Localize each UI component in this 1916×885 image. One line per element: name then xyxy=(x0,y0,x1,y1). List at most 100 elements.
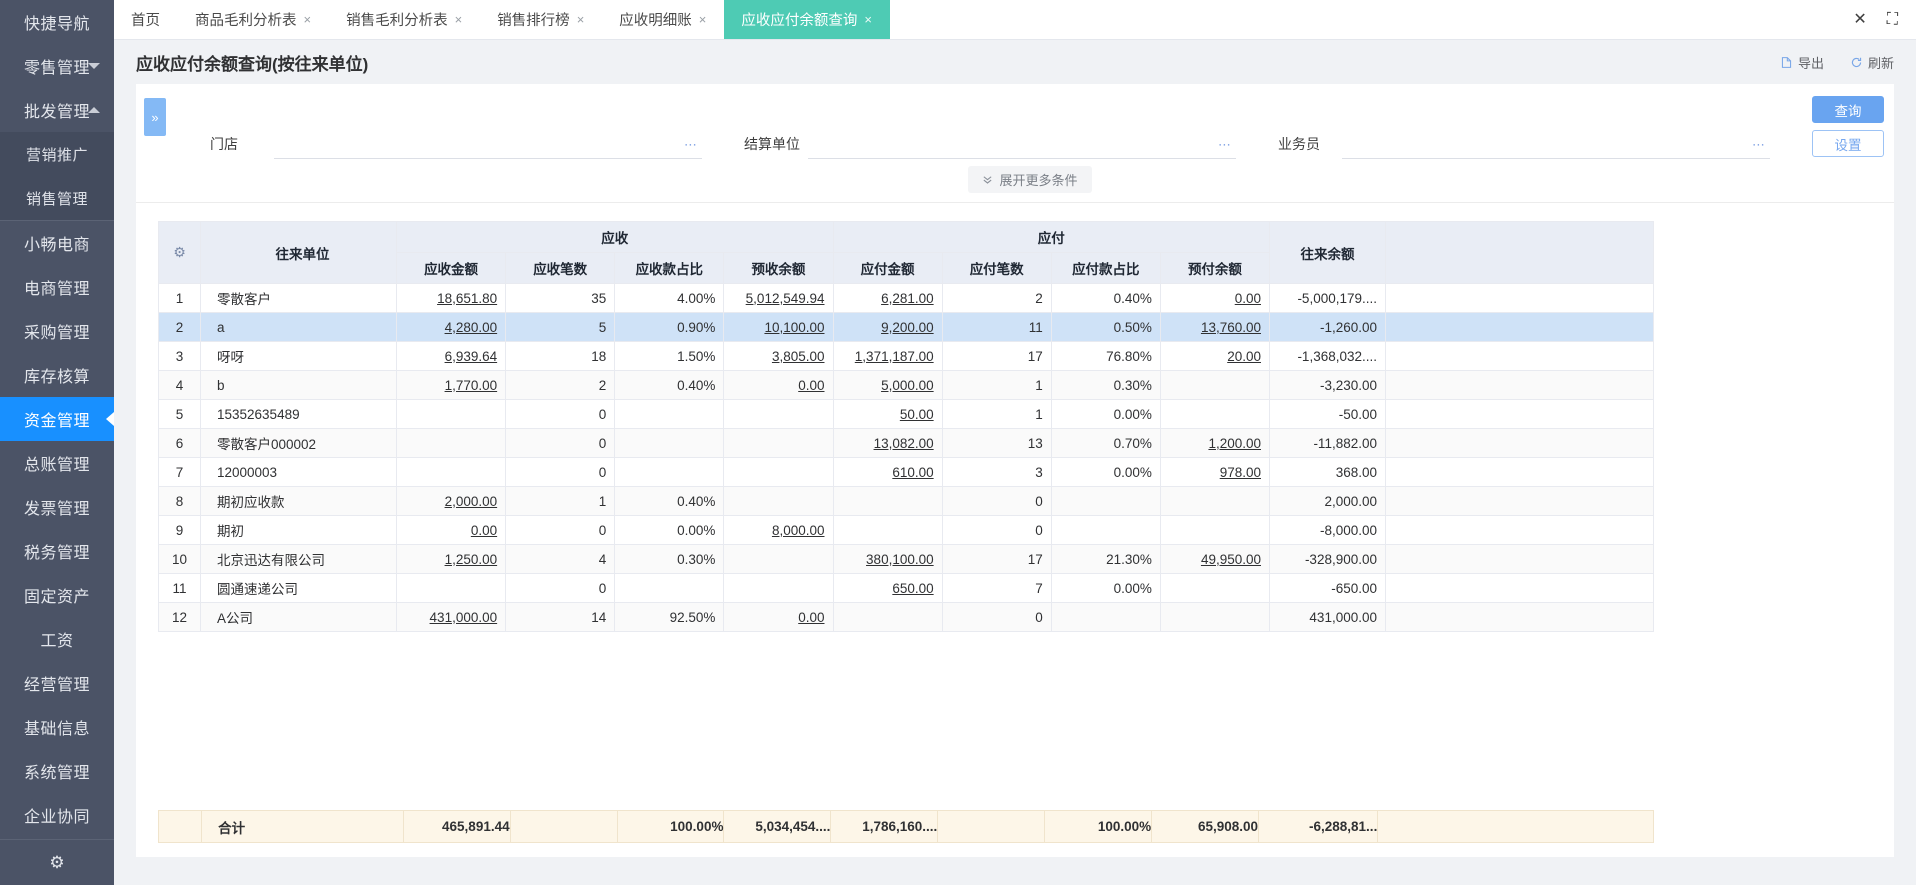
sidebar-item-2[interactable]: 批发管理 xyxy=(0,88,114,132)
cell-link-r_amt[interactable]: 1,770.00 xyxy=(444,377,498,393)
cell-p_amt: 6,281.00 xyxy=(832,283,943,313)
cell-link-r_amt[interactable]: 0.00 xyxy=(470,522,498,538)
col-subheader-1[interactable]: 应收笔数 xyxy=(505,252,616,284)
settings-button[interactable]: 设置 xyxy=(1812,130,1884,157)
table-row[interactable]: 7 12000003 0 610.00 3 0.00% 978.00 368.00 xyxy=(158,457,1654,487)
sidebar-item-16[interactable]: 基础信息 xyxy=(0,705,114,749)
col-subheader-4[interactable]: 应付金额 xyxy=(832,252,943,284)
tab-1[interactable]: 商品毛利分析表 × xyxy=(178,0,329,39)
fullscreen-icon[interactable]: ⛶ xyxy=(1886,10,1898,28)
filter-picker-icon-0[interactable]: ⋯ xyxy=(684,137,698,152)
cell-link-p_amt[interactable]: 380,100.00 xyxy=(866,551,934,567)
cell-link-r_pre[interactable]: 5,012,549.94 xyxy=(745,290,825,306)
col-subheader-3[interactable]: 预收余额 xyxy=(723,252,834,284)
cell-link-p_amt[interactable]: 9,200.00 xyxy=(881,319,934,335)
cell-link-p_pre[interactable]: 20.00 xyxy=(1227,348,1261,364)
cell-link-p_pre[interactable]: 13,760.00 xyxy=(1200,319,1261,335)
sidebar-item-6[interactable]: 电商管理 xyxy=(0,265,114,309)
export-button[interactable]: 导出 xyxy=(1780,53,1824,72)
cell-link-r_pre[interactable]: 8,000.00 xyxy=(771,522,825,538)
cell-link-p_pre[interactable]: 978.00 xyxy=(1219,464,1261,480)
table-row[interactable]: 12 A公司 431,000.00 14 92.50% 0.00 0 431,000.00 xyxy=(158,602,1654,632)
filter-collapse-toggle[interactable]: » xyxy=(144,98,166,136)
col-subheader-0[interactable]: 应收金额 xyxy=(395,252,507,284)
cell-link-r_amt[interactable]: 6,939.64 xyxy=(444,348,498,364)
sidebar-item-0[interactable]: 快捷导航 xyxy=(0,0,114,44)
sidebar-item-3[interactable]: 营销推广 xyxy=(0,132,114,176)
table-row[interactable]: 3 呀呀 6,939.64 18 1.50% 3,805.00 1,371,187.00 17… xyxy=(158,341,1654,371)
cell-link-r_pre[interactable]: 0.00 xyxy=(798,609,825,625)
page-header: 应收应付余额查询(按往来单位) 导出 刷新 xyxy=(114,40,1916,84)
sidebar-item-17[interactable]: 系统管理 xyxy=(0,749,114,793)
table-row[interactable]: 6 零散客户000002 0 13,082.00 13 0.70% 1,200.00 -11,… xyxy=(158,428,1654,458)
tab-close-icon[interactable]: × xyxy=(864,12,872,27)
cell-link-p_amt[interactable]: 5,000.00 xyxy=(881,377,934,393)
cell-link-r_amt[interactable]: 431,000.00 xyxy=(429,609,498,625)
tab-2[interactable]: 销售毛利分析表 × xyxy=(329,0,480,39)
col-header-party[interactable]: 往来单位 xyxy=(200,221,397,284)
cell-link-p_pre[interactable]: 1,200.00 xyxy=(1208,435,1261,451)
tab-5[interactable]: 应收应付余额查询 × xyxy=(724,0,890,39)
sidebar-item-15[interactable]: 经营管理 xyxy=(0,661,114,705)
cell-link-r_pre[interactable]: 0.00 xyxy=(798,377,825,393)
col-subheader-2[interactable]: 应收款占比 xyxy=(614,252,725,284)
col-subheader-6[interactable]: 应付款占比 xyxy=(1050,252,1161,284)
tab-close-icon[interactable]: × xyxy=(576,12,585,27)
cell-link-r_pre[interactable]: 3,805.00 xyxy=(771,348,825,364)
cell-link-r_pre[interactable]: 10,100.00 xyxy=(764,319,825,335)
sidebar-item-14[interactable]: 工资 xyxy=(0,617,114,661)
sidebar-item-8[interactable]: 库存核算 xyxy=(0,353,114,397)
table-row[interactable]: 11 圆通速递公司 0 650.00 7 0.00% -650.00 xyxy=(158,573,1654,603)
cell-link-p_pre[interactable]: 49,950.00 xyxy=(1200,551,1261,567)
refresh-button[interactable]: 刷新 xyxy=(1850,53,1894,72)
table-row[interactable]: 2 a 4,280.00 5 0.90% 10,100.00 9,200.00 11 0.50%… xyxy=(158,312,1654,342)
col-subheader-7[interactable]: 预付余额 xyxy=(1159,252,1271,284)
tab-4[interactable]: 应收明细账 × xyxy=(602,0,724,39)
expand-more-conditions-button[interactable]: 展开更多条件 xyxy=(968,166,1092,193)
sidebar-item-4[interactable]: 销售管理 xyxy=(0,176,114,220)
cell-link-p_amt[interactable]: 1,371,187.00 xyxy=(854,348,934,364)
filter-input-0[interactable] xyxy=(274,131,702,159)
filter-input-2[interactable] xyxy=(1342,131,1770,159)
tab-3[interactable]: 销售排行榜 × xyxy=(480,0,602,39)
sidebar-item-18[interactable]: 企业协同 xyxy=(0,793,114,837)
cell-link-p_amt[interactable]: 610.00 xyxy=(892,464,934,480)
query-button[interactable]: 查询 xyxy=(1812,96,1884,123)
cell-link-r_amt[interactable]: 1,250.00 xyxy=(444,551,498,567)
col-header-balance[interactable]: 往来余额 xyxy=(1269,221,1386,284)
filter-input-1[interactable] xyxy=(808,131,1236,159)
cell-link-p_pre[interactable]: 0.00 xyxy=(1234,290,1261,306)
table-row[interactable]: 1 零散客户 18,651.80 35 4.00% 5,012,549.94 6,281.0… xyxy=(158,283,1654,313)
sidebar-item-9[interactable]: 资金管理 xyxy=(0,397,114,441)
sidebar-item-11[interactable]: 发票管理 xyxy=(0,485,114,529)
cell-link-p_amt[interactable]: 6,281.00 xyxy=(881,290,934,306)
table-row[interactable]: 4 b 1,770.00 2 0.40% 0.00 5,000.00 1 0.30% -3,230… xyxy=(158,370,1654,400)
table-row[interactable]: 10 北京迅达有限公司 1,250.00 4 0.30% 380,100.00 17 21.3… xyxy=(158,544,1654,574)
sidebar-item-10[interactable]: 总账管理 xyxy=(0,441,114,485)
sidebar-item-12[interactable]: 税务管理 xyxy=(0,529,114,573)
filter-picker-icon-2[interactable]: ⋯ xyxy=(1752,137,1766,152)
cell-link-p_amt[interactable]: 650.00 xyxy=(892,580,934,596)
cell-link-r_amt[interactable]: 2,000.00 xyxy=(444,493,498,509)
cell-link-p_amt[interactable]: 50.00 xyxy=(899,406,934,422)
tab-close-icon[interactable]: × xyxy=(698,12,707,27)
table-head-row-2: 应收金额 应收笔数 应收款占比 预收余额 应付金额 应付笔数 应付款占比 预付余额 xyxy=(159,252,1654,284)
sidebar-settings-button[interactable]: ⚙ xyxy=(0,839,114,885)
cell-link-p_amt[interactable]: 13,082.00 xyxy=(873,435,934,451)
col-subheader-5[interactable]: 应付笔数 xyxy=(941,252,1052,284)
cell-link-r_amt[interactable]: 4,280.00 xyxy=(444,319,498,335)
sidebar-item-5[interactable]: 小畅电商 xyxy=(0,221,114,265)
sidebar-item-13[interactable]: 固定资产 xyxy=(0,573,114,617)
sidebar-item-7[interactable]: 采购管理 xyxy=(0,309,114,353)
close-icon[interactable]: ✕ xyxy=(1853,10,1867,28)
table-row[interactable]: 5 15352635489 0 50.00 1 0.00% -50.00 xyxy=(158,399,1654,429)
table-row[interactable]: 9 期初 0.00 0 0.00% 8,000.00 0 -8,000.00 xyxy=(158,515,1654,545)
tab-close-icon[interactable]: × xyxy=(454,12,463,27)
tab-0[interactable]: 首页 xyxy=(114,0,178,39)
tab-close-icon[interactable]: × xyxy=(303,12,312,27)
cell-link-r_amt[interactable]: 18,651.80 xyxy=(437,290,498,306)
table-settings-button[interactable]: ⚙ xyxy=(158,221,201,284)
filter-picker-icon-1[interactable]: ⋯ xyxy=(1218,137,1232,152)
sidebar-item-1[interactable]: 零售管理 xyxy=(0,44,114,88)
table-row[interactable]: 8 期初应收款 2,000.00 1 0.40% 0 2,000.00 xyxy=(158,486,1654,516)
